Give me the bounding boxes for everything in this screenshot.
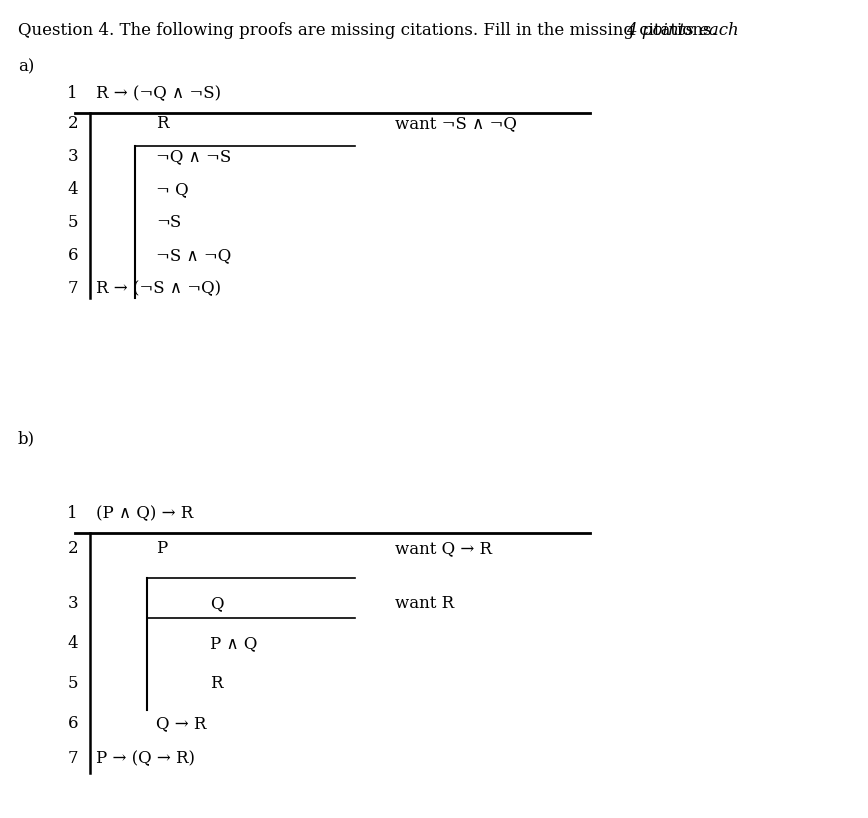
Text: R: R — [210, 675, 222, 692]
Text: 6: 6 — [68, 715, 78, 732]
Text: want Q → R: want Q → R — [395, 540, 492, 557]
Text: R → (¬S ∧ ¬Q): R → (¬S ∧ ¬Q) — [96, 280, 221, 297]
Text: ¬S: ¬S — [156, 214, 181, 231]
Text: 5: 5 — [68, 675, 78, 692]
Text: Question 4. The following proofs are missing citations. Fill in the missing cita: Question 4. The following proofs are mis… — [18, 22, 722, 39]
Text: R: R — [156, 115, 168, 132]
Text: 6: 6 — [68, 247, 78, 264]
Text: Q → R: Q → R — [156, 715, 207, 732]
Text: 7: 7 — [68, 280, 78, 297]
Text: 3: 3 — [68, 595, 78, 612]
Text: 5: 5 — [68, 214, 78, 231]
Text: P: P — [156, 540, 168, 557]
Text: 4: 4 — [68, 635, 78, 652]
Text: 4 points each: 4 points each — [626, 22, 739, 39]
Text: 7: 7 — [68, 750, 78, 767]
Text: (P ∧ Q) → R: (P ∧ Q) → R — [96, 505, 194, 522]
Text: R → (¬Q ∧ ¬S): R → (¬Q ∧ ¬S) — [96, 85, 221, 102]
Text: want R: want R — [395, 595, 454, 612]
Text: 1: 1 — [68, 85, 78, 102]
Text: Q: Q — [210, 595, 223, 612]
Text: P → (Q → R): P → (Q → R) — [96, 750, 195, 767]
Text: ¬Q ∧ ¬S: ¬Q ∧ ¬S — [156, 148, 231, 165]
Text: 2: 2 — [68, 115, 78, 132]
Text: ¬S ∧ ¬Q: ¬S ∧ ¬Q — [156, 247, 231, 264]
Text: 3: 3 — [68, 148, 78, 165]
Text: 1: 1 — [68, 505, 78, 522]
Text: want ¬S ∧ ¬Q: want ¬S ∧ ¬Q — [395, 115, 516, 132]
Text: b): b) — [18, 430, 35, 447]
Text: 4: 4 — [68, 181, 78, 198]
Text: a): a) — [18, 58, 35, 75]
Text: 2: 2 — [68, 540, 78, 557]
Text: P ∧ Q: P ∧ Q — [210, 635, 258, 652]
Text: ¬ Q: ¬ Q — [156, 181, 188, 198]
